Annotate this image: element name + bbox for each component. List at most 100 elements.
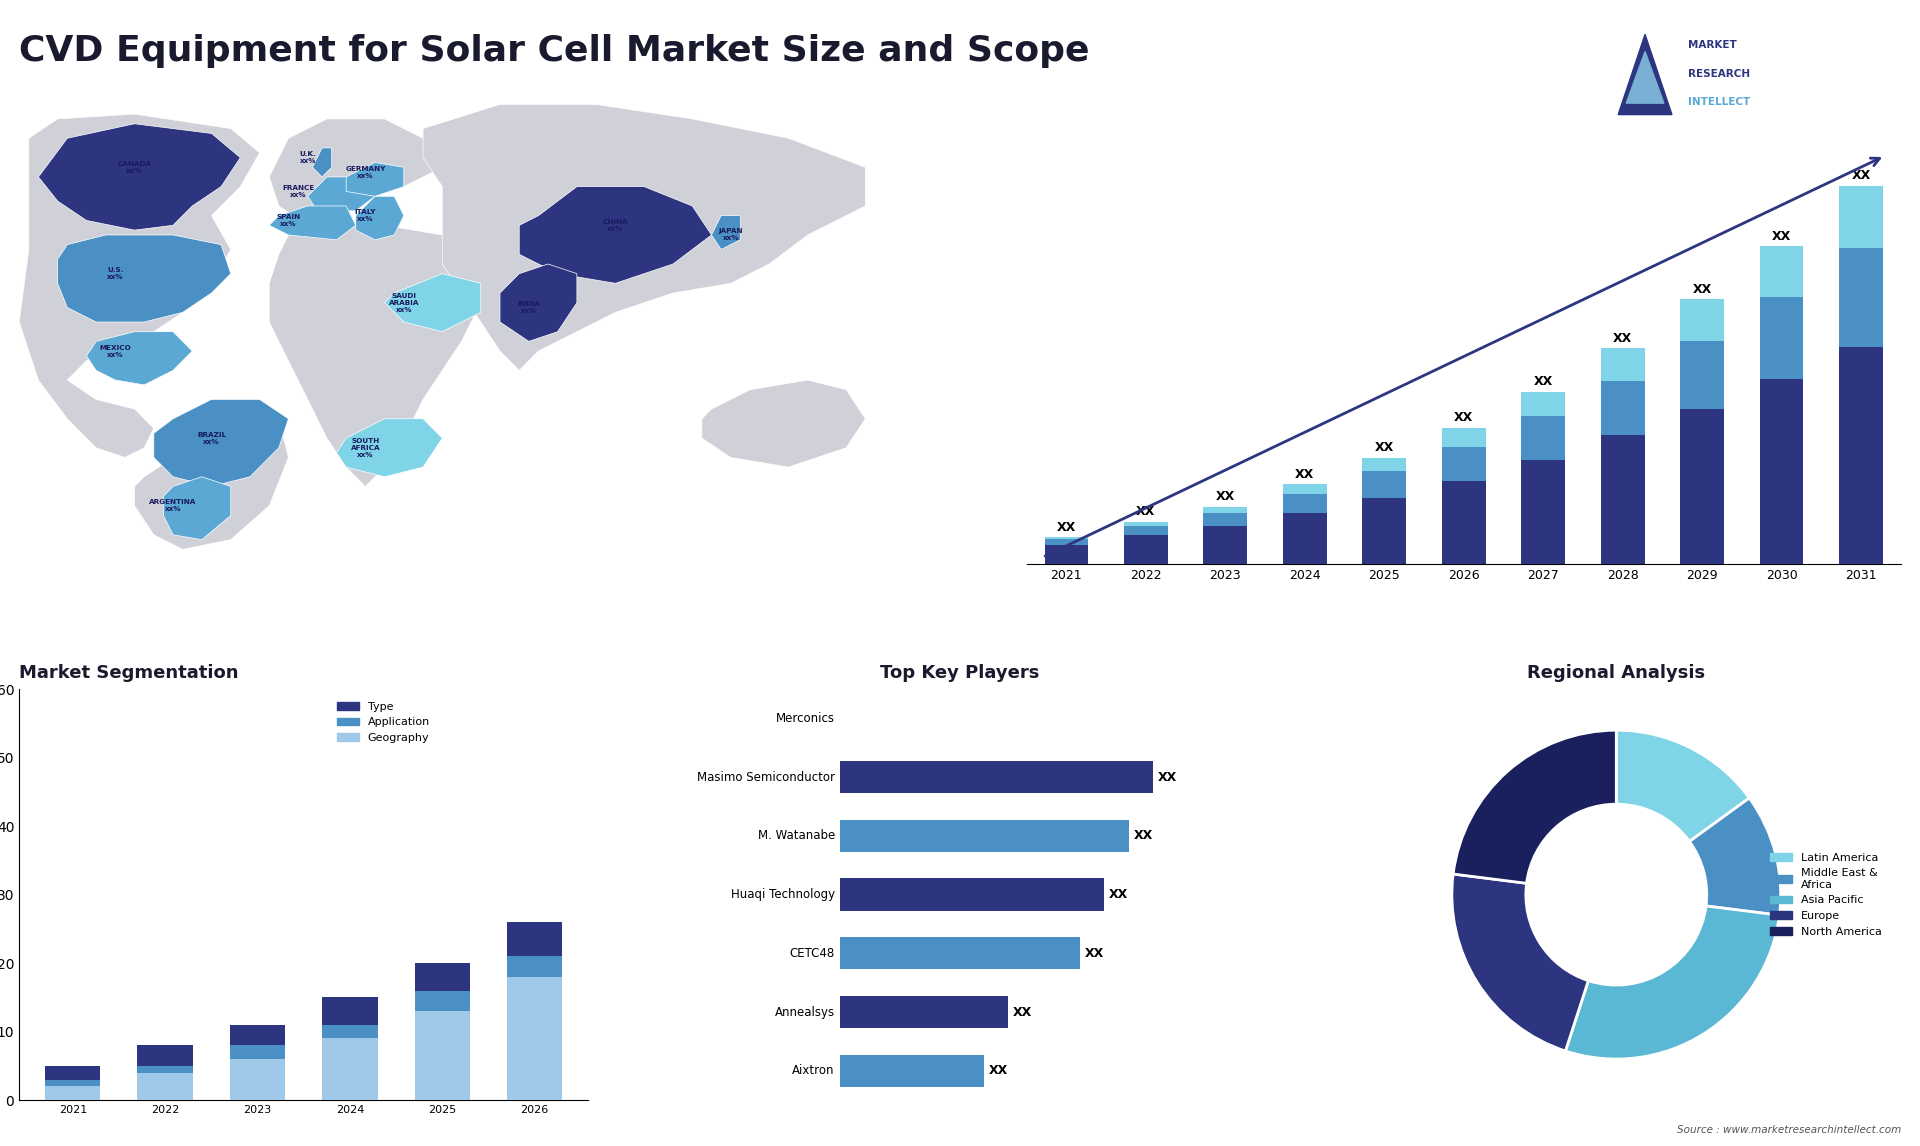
- Polygon shape: [163, 477, 230, 540]
- Text: XX: XX: [1215, 490, 1235, 503]
- Text: CANADA
xx%: CANADA xx%: [117, 160, 152, 174]
- Text: SPAIN
xx%: SPAIN xx%: [276, 214, 301, 227]
- Bar: [44, 1080, 100, 1100]
- Polygon shape: [1619, 34, 1672, 115]
- Text: XX: XX: [1453, 411, 1473, 424]
- Text: ARGENTINA
xx%: ARGENTINA xx%: [150, 500, 196, 512]
- Polygon shape: [38, 124, 240, 230]
- Bar: [1761, 378, 1803, 564]
- Polygon shape: [346, 163, 403, 196]
- Bar: [1601, 380, 1645, 435]
- Bar: [1442, 480, 1486, 564]
- Text: XX: XX: [1613, 331, 1632, 345]
- Bar: [1123, 523, 1167, 526]
- Text: XX: XX: [1137, 505, 1156, 518]
- Polygon shape: [313, 148, 332, 176]
- Text: BRAZIL
xx%: BRAZIL xx%: [198, 432, 227, 445]
- Text: RESEARCH: RESEARCH: [1688, 69, 1751, 79]
- Text: CHINA
xx%: CHINA xx%: [603, 219, 628, 231]
- Bar: [323, 1038, 378, 1100]
- Bar: [415, 1011, 470, 1100]
- Legend: Latin America, Middle East &
Africa, Asia Pacific, Europe, North America: Latin America, Middle East & Africa, Asi…: [1766, 848, 1887, 941]
- Bar: [138, 1066, 192, 1100]
- Bar: [1839, 186, 1884, 249]
- Polygon shape: [19, 115, 259, 457]
- Text: XX: XX: [989, 1065, 1008, 1077]
- Polygon shape: [269, 119, 442, 226]
- Bar: [230, 1059, 286, 1100]
- Bar: [323, 997, 378, 1100]
- Text: Annealsys: Annealsys: [774, 1005, 835, 1019]
- Bar: [1601, 435, 1645, 564]
- Title: Regional Analysis: Regional Analysis: [1526, 664, 1705, 682]
- Bar: [1521, 392, 1565, 416]
- Text: MARKET: MARKET: [1688, 40, 1738, 50]
- Bar: [1044, 540, 1089, 545]
- Polygon shape: [1626, 52, 1665, 103]
- Text: SOUTH
AFRICA
xx%: SOUTH AFRICA xx%: [351, 438, 380, 457]
- Bar: [44, 1086, 100, 1100]
- Bar: [839, 1054, 985, 1086]
- Bar: [138, 1045, 192, 1100]
- Bar: [839, 761, 1152, 793]
- Bar: [1283, 512, 1327, 564]
- Text: XX: XX: [1296, 468, 1315, 480]
- Bar: [230, 1025, 286, 1100]
- Bar: [839, 819, 1129, 851]
- Text: Source : www.marketresearchintellect.com: Source : www.marketresearchintellect.com: [1676, 1124, 1901, 1135]
- Polygon shape: [58, 235, 230, 322]
- Bar: [839, 996, 1008, 1028]
- Polygon shape: [269, 206, 355, 240]
- Text: XX: XX: [1158, 770, 1177, 784]
- Text: MEXICO
xx%: MEXICO xx%: [100, 345, 131, 358]
- Text: INTELLECT: INTELLECT: [1688, 97, 1751, 108]
- Bar: [44, 1066, 100, 1100]
- Text: FRANCE
xx%: FRANCE xx%: [282, 185, 315, 198]
- Bar: [1521, 416, 1565, 460]
- Bar: [323, 1025, 378, 1100]
- Bar: [1680, 340, 1724, 409]
- Bar: [1839, 249, 1884, 346]
- Text: U.K.
xx%: U.K. xx%: [300, 151, 317, 164]
- Text: XX: XX: [1534, 375, 1553, 388]
- Text: XX: XX: [1772, 229, 1791, 243]
- Text: M. Watanabe: M. Watanabe: [758, 830, 835, 842]
- Text: Aixtron: Aixtron: [793, 1065, 835, 1077]
- Bar: [1123, 535, 1167, 564]
- Bar: [1283, 485, 1327, 494]
- Bar: [1761, 246, 1803, 298]
- Bar: [1761, 298, 1803, 378]
- Bar: [415, 990, 470, 1100]
- Text: Merconics: Merconics: [776, 712, 835, 725]
- Bar: [507, 923, 563, 1100]
- Polygon shape: [703, 380, 866, 468]
- Bar: [1204, 526, 1248, 564]
- Bar: [1363, 471, 1405, 497]
- Text: ITALY
xx%: ITALY xx%: [355, 209, 376, 222]
- Bar: [1521, 460, 1565, 564]
- Text: Market Segmentation: Market Segmentation: [19, 664, 238, 682]
- Text: INDIA
xx%: INDIA xx%: [516, 301, 540, 314]
- Text: CVD Equipment for Solar Cell Market Size and Scope: CVD Equipment for Solar Cell Market Size…: [19, 34, 1091, 69]
- Text: XX: XX: [1085, 947, 1104, 960]
- Bar: [1680, 299, 1724, 340]
- Text: U.S.
xx%: U.S. xx%: [108, 267, 123, 280]
- Bar: [230, 1045, 286, 1100]
- Text: XX: XX: [1693, 283, 1713, 296]
- Bar: [1442, 447, 1486, 480]
- Text: XX: XX: [1110, 888, 1129, 901]
- Bar: [1442, 427, 1486, 447]
- Wedge shape: [1617, 730, 1749, 841]
- Legend: Type, Application, Geography: Type, Application, Geography: [332, 697, 434, 747]
- Wedge shape: [1452, 874, 1588, 1051]
- Title: Top Key Players: Top Key Players: [879, 664, 1041, 682]
- Polygon shape: [154, 400, 288, 486]
- Polygon shape: [86, 331, 192, 385]
- Polygon shape: [336, 418, 442, 477]
- Polygon shape: [269, 226, 480, 486]
- Polygon shape: [355, 196, 403, 240]
- Bar: [1363, 458, 1405, 471]
- Text: XX: XX: [1375, 441, 1394, 454]
- Bar: [1283, 494, 1327, 512]
- Bar: [138, 1073, 192, 1100]
